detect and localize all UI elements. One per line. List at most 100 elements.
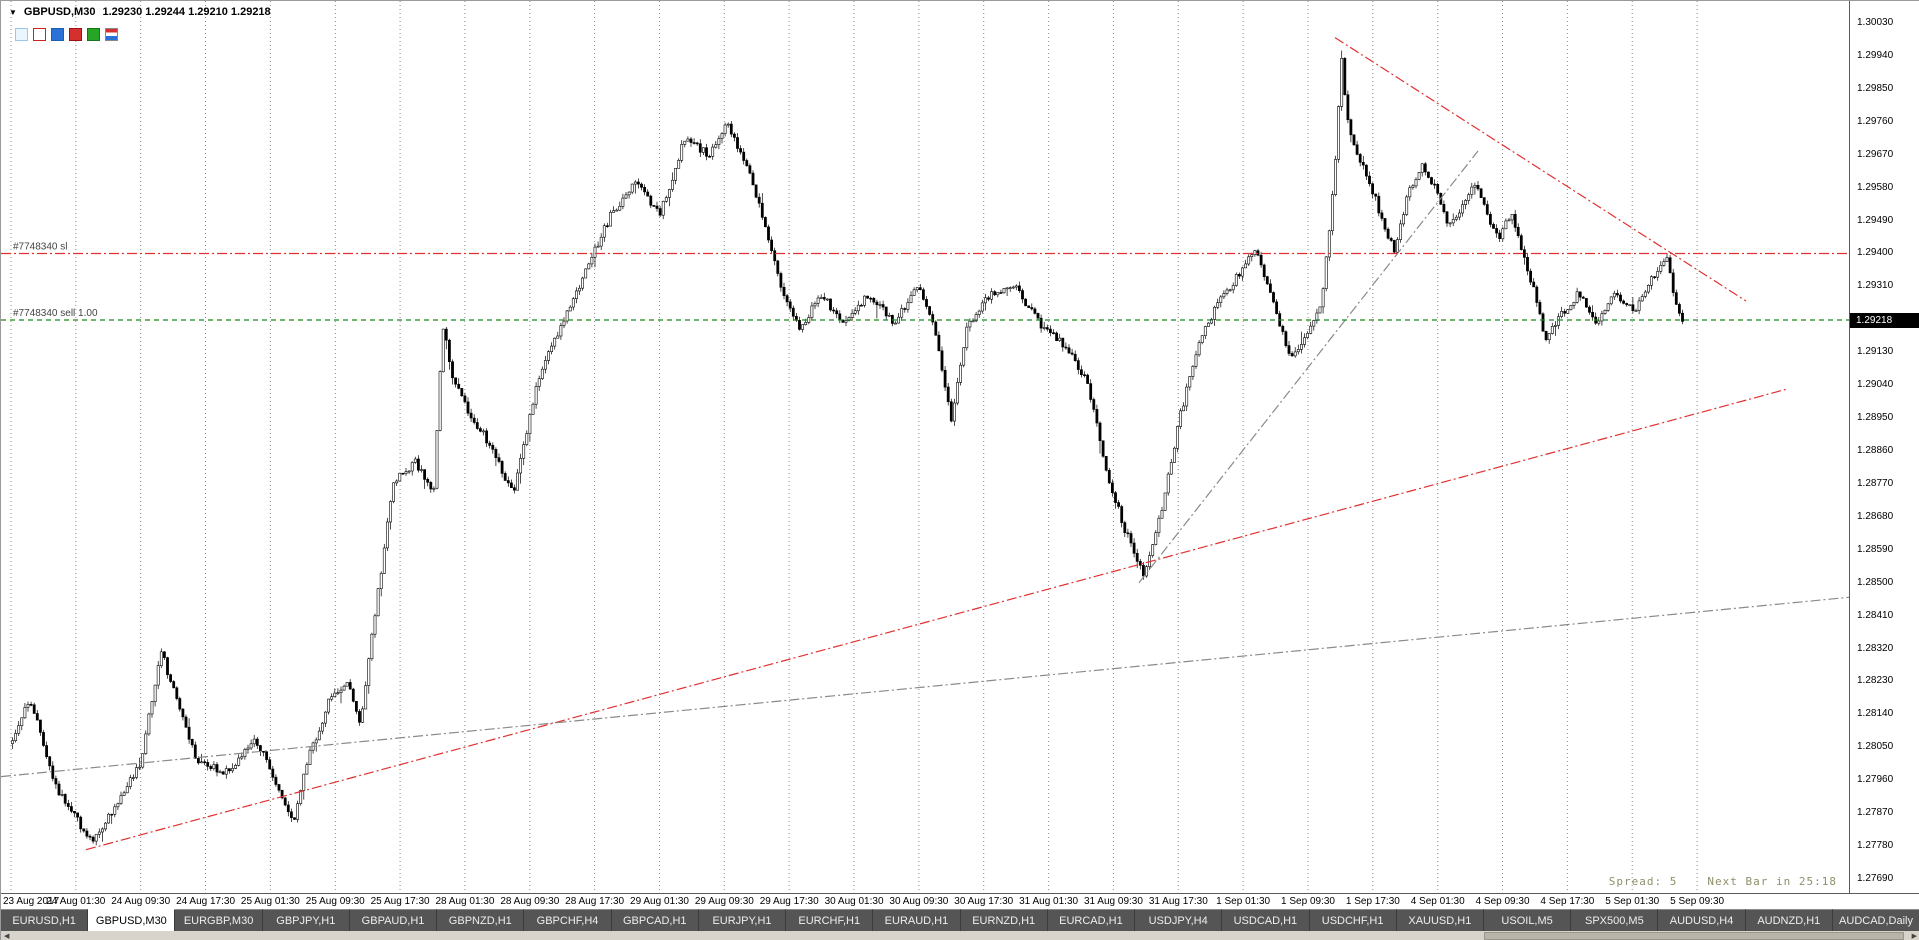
chart-tab-gbpnzd-h1[interactable]: GBPNZD,H1 (437, 909, 525, 931)
chart-tab-eurcad-h1[interactable]: EURCAD,H1 (1047, 909, 1136, 931)
price-axis-label: 1.29670 (1857, 148, 1894, 160)
current-price-tag: 1.29218 (1850, 312, 1919, 328)
time-axis-label: 31 Aug 17:30 (1148, 896, 1208, 907)
time-axis-label: 28 Aug 17:30 (565, 896, 625, 907)
chart-tab-eurnzd-h1[interactable]: EURNZD,H1 (960, 909, 1048, 931)
chart-tab-eurgbp-m30[interactable]: EURGBP,M30 (175, 909, 263, 931)
chart-tab-gbpchf-h4[interactable]: GBPCHF,H4 (524, 909, 612, 931)
chart-tab-usdjpy-h4[interactable]: USDJPY,H4 (1135, 909, 1223, 931)
red-swatch-icon[interactable] (69, 28, 82, 41)
price-axis-label: 1.28770 (1857, 477, 1894, 489)
time-axis-label: 1 Sep 09:30 (1281, 896, 1335, 907)
scrollbar-right-arrow-icon[interactable]: ▶ (1911, 933, 1917, 940)
price-axis-label: 1.28680 (1857, 510, 1894, 522)
chart-tab-euraud-h1[interactable]: EURAUD,H1 (873, 909, 961, 931)
time-axis-label: 30 Aug 17:30 (954, 896, 1014, 907)
candle-bodies (11, 57, 1684, 842)
scrollbar-left-arrow-icon[interactable]: ◀ (4, 933, 10, 940)
price-axis-label: 1.29040 (1857, 379, 1894, 391)
chart-tab-spx500-m5[interactable]: SPX500,M5 (1571, 909, 1659, 931)
time-axis-label: 4 Sep 01:30 (1410, 896, 1465, 907)
candlestick-chart-canvas[interactable]: #7748340 sl #7748340 sell 1.00 (1, 1, 1849, 893)
time-axis-label: 29 Aug 17:30 (759, 896, 819, 907)
sell-position-line-label: #7748340 sell 1.00 (13, 308, 98, 319)
chart-tab-bar: EURUSD,H1 GBPUSD,M30 EURGBP,M30 GBPJPY,H1 GB… (1, 909, 1919, 931)
chart-tab-usdcad-h1[interactable]: USDCAD,H1 (1222, 909, 1310, 931)
time-axis-label: 28 Aug 01:30 (435, 896, 495, 907)
price-axis-label: 1.28590 (1857, 543, 1894, 555)
price-axis-label: 1.28950 (1857, 412, 1894, 424)
candle-wicks (12, 50, 1683, 846)
time-axis-label: 30 Aug 01:30 (824, 896, 884, 907)
price-axis-label: 1.28860 (1857, 445, 1894, 456)
chart-tab-gbpcad-h1[interactable]: GBPCAD,H1 (611, 909, 699, 931)
blue-swatch-icon[interactable] (51, 28, 64, 41)
symbol-timeframe-label[interactable]: GBPUSD,M30 (23, 6, 96, 18)
time-axis-label: 4 Sep 09:30 (1475, 896, 1530, 907)
chart-status-row: Spread: 5 Next Bar in 25:18 (1609, 875, 1837, 888)
resistance-trendline-red[interactable] (1334, 37, 1747, 302)
time-axis-label: 30 Aug 09:30 (889, 896, 949, 907)
trendline-gray-steep[interactable] (1138, 150, 1479, 584)
pale-blue-swatch-icon[interactable] (15, 28, 28, 41)
price-axis-label: 1.27960 (1857, 774, 1894, 786)
chart-tab-eurjpy-h1[interactable]: EURJPY,H1 (698, 909, 787, 931)
price-axis-label: 1.29490 (1857, 214, 1894, 226)
symbol-header: ▼ GBPUSD,M30 1.29230 1.29244 1.29210 1.2… (9, 6, 271, 18)
time-axis[interactable]: 23 Aug 2017 24 Aug 01:30 24 Aug 09:30 24 Au… (1, 893, 1919, 909)
price-axis-label: 1.28410 (1857, 609, 1894, 621)
price-axis-label: 1.28050 (1857, 741, 1894, 753)
time-axis-label: 31 Aug 01:30 (1019, 896, 1079, 907)
price-axis-label: 1.29760 (1857, 115, 1894, 127)
striped-swatch-icon[interactable] (105, 28, 118, 41)
next-bar-indicator: Next Bar in 25:18 (1707, 875, 1837, 888)
time-axis-label: 25 Aug 01:30 (240, 896, 300, 907)
chart-tab-audusd-h4[interactable]: AUDUSD,H4 (1658, 909, 1746, 931)
price-axis-label: 1.29130 (1857, 346, 1894, 358)
grid-lines (10, 1, 1698, 893)
time-axis-label: 28 Aug 09:30 (500, 896, 560, 907)
price-axis-label: 1.29580 (1857, 181, 1894, 193)
time-axis-label: 4 Sep 17:30 (1540, 896, 1595, 907)
chart-tab-audcad-daily[interactable]: AUDCAD,Daily (1832, 909, 1919, 931)
price-axis[interactable]: 1.29218 1.30030 1.29940 1.29850 1.29760 1.29… (1849, 1, 1919, 893)
horizontal-scrollbar[interactable]: ◀ ▶ (1, 931, 1919, 940)
symbol-dropdown-icon[interactable]: ▼ (9, 7, 17, 17)
chart-tab-audnzd-h1[interactable]: AUDNZD,H1 (1745, 909, 1833, 931)
time-axis-label: 5 Sep 09:30 (1670, 896, 1725, 907)
chart-tab-usdchf-h1[interactable]: USDCHF,H1 (1309, 909, 1397, 931)
trendline-gray-shallow[interactable] (1, 596, 1849, 778)
price-axis-label: 1.27780 (1857, 840, 1894, 852)
price-axis-label: 1.28500 (1857, 576, 1894, 588)
chart-tab-gbpusd-m30[interactable]: GBPUSD,M30 (88, 909, 176, 931)
chart-tab-xauusd-h1[interactable]: XAUUSD,H1 (1396, 909, 1484, 931)
price-axis-label: 1.29400 (1857, 247, 1894, 259)
chart-plot-area[interactable]: #7748340 sl #7748340 sell 1.00 ▼ GBPUSD,M… (1, 1, 1849, 893)
support-trendline-red[interactable] (85, 388, 1789, 851)
price-axis-label: 1.28230 (1857, 675, 1894, 687)
price-axis-label: 1.28140 (1857, 708, 1894, 720)
price-axis-label: 1.27690 (1857, 873, 1894, 884)
object-toolbar (15, 28, 118, 41)
chart-tab-eurchf-h1[interactable]: EURCHF,H1 (786, 909, 874, 931)
chart-tab-eurusd-h1[interactable]: EURUSD,H1 (1, 909, 89, 931)
scrollbar-thumb[interactable] (1484, 932, 1904, 940)
time-axis-label: 29 Aug 01:30 (630, 896, 689, 907)
time-axis-label: 31 Aug 09:30 (1083, 896, 1143, 907)
white-red-swatch-icon[interactable] (33, 28, 46, 41)
time-axis-label: 5 Sep 01:30 (1605, 896, 1660, 907)
time-axis-label: 25 Aug 09:30 (305, 896, 365, 907)
price-axis-label: 1.28320 (1857, 642, 1894, 654)
chart-tab-gbpjpy-h1[interactable]: GBPJPY,H1 (262, 909, 350, 931)
chart-tab-gbpaud-h1[interactable]: GBPAUD,H1 (349, 909, 438, 931)
price-axis-label: 1.30030 (1857, 17, 1894, 28)
price-axis-label: 1.27870 (1857, 807, 1894, 819)
spread-indicator: Spread: 5 (1608, 875, 1678, 888)
chart-tab-usoil-m5[interactable]: USOIL,M5 (1483, 909, 1572, 931)
time-axis-label: 1 Sep 01:30 (1216, 896, 1271, 907)
time-axis-label: 24 Aug 01:30 (46, 896, 106, 907)
time-axis-label: 23 Aug 2017 (3, 896, 60, 907)
price-axis-label: 1.29940 (1857, 49, 1894, 61)
green-swatch-icon[interactable] (87, 28, 100, 41)
